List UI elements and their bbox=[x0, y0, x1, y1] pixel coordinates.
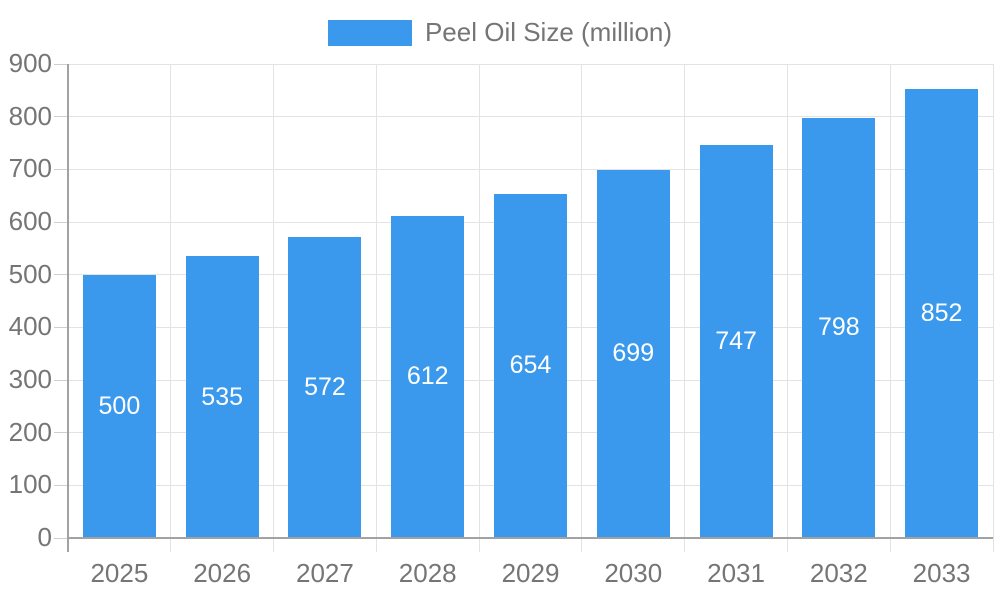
vertical-gridline bbox=[684, 64, 686, 552]
y-axis-label: 800 bbox=[8, 100, 52, 131]
vertical-gridline bbox=[786, 64, 788, 552]
y-axis-label: 0 bbox=[37, 521, 52, 552]
y-axis-tick bbox=[54, 221, 68, 223]
y-axis-label: 100 bbox=[8, 469, 52, 500]
bar-2026[interactable]: 535 bbox=[185, 256, 259, 538]
bar-value-label: 798 bbox=[817, 313, 860, 342]
bar-2030[interactable]: 699 bbox=[596, 169, 670, 538]
bar-value-label: 747 bbox=[715, 326, 757, 355]
bar-value-label: 654 bbox=[509, 351, 552, 380]
horizontal-gridline bbox=[68, 168, 993, 170]
x-axis-label: 2032 bbox=[809, 558, 868, 588]
x-axis-label: 2026 bbox=[193, 558, 252, 588]
vertical-gridline bbox=[581, 64, 583, 552]
y-axis-tick bbox=[54, 116, 68, 118]
y-axis-tick bbox=[54, 274, 68, 276]
horizontal-gridline bbox=[68, 63, 993, 65]
x-axis-label: 2033 bbox=[912, 558, 971, 588]
bar-2027[interactable]: 572 bbox=[288, 236, 362, 538]
bar-value-label: 572 bbox=[304, 372, 346, 401]
y-axis-tick bbox=[54, 326, 68, 328]
x-axis-label: 2025 bbox=[90, 558, 149, 588]
vertical-gridline bbox=[478, 64, 480, 552]
y-axis-tick bbox=[54, 63, 68, 65]
y-axis-tick bbox=[54, 484, 68, 486]
vertical-gridline bbox=[273, 64, 275, 552]
y-axis-tick bbox=[54, 537, 68, 539]
vertical-gridline bbox=[170, 64, 172, 552]
bar-value-label: 852 bbox=[920, 299, 963, 328]
bar-value-label: 699 bbox=[612, 339, 655, 368]
bar-2033[interactable]: 852 bbox=[905, 89, 979, 538]
y-axis-tick bbox=[54, 168, 68, 170]
y-axis-label: 500 bbox=[8, 258, 52, 289]
y-axis-label: 400 bbox=[8, 311, 52, 342]
bar-2031[interactable]: 747 bbox=[699, 144, 773, 538]
y-axis-label: 700 bbox=[8, 153, 52, 184]
legend[interactable]: Peel Oil Size (million) bbox=[0, 17, 1000, 48]
bar-value-label: 500 bbox=[98, 391, 141, 420]
vertical-gridline bbox=[992, 64, 994, 552]
bar-2032[interactable]: 798 bbox=[802, 117, 876, 538]
x-axis-label: 2030 bbox=[604, 558, 663, 588]
bar-2029[interactable]: 654 bbox=[494, 193, 567, 538]
vertical-gridline bbox=[889, 64, 891, 552]
y-axis-line bbox=[67, 64, 69, 552]
y-axis-label: 300 bbox=[8, 363, 52, 394]
horizontal-gridline bbox=[68, 116, 993, 118]
y-axis-label: 600 bbox=[8, 205, 52, 236]
x-axis-baseline bbox=[68, 537, 993, 539]
vertical-gridline bbox=[375, 64, 377, 552]
x-axis-label: 2028 bbox=[398, 558, 457, 588]
legend-swatch bbox=[327, 19, 412, 46]
x-axis-label: 2031 bbox=[707, 558, 765, 588]
x-axis-label: 2027 bbox=[296, 558, 354, 588]
y-axis-tick bbox=[54, 432, 68, 434]
bar-value-label: 612 bbox=[406, 362, 449, 391]
y-axis-label: 200 bbox=[8, 416, 52, 447]
bar-2025[interactable]: 500 bbox=[82, 274, 156, 538]
y-axis-label: 900 bbox=[8, 47, 52, 78]
y-axis-tick bbox=[54, 379, 68, 381]
bar-value-label: 535 bbox=[201, 382, 244, 411]
legend-series-label: Peel Oil Size (million) bbox=[424, 17, 673, 47]
x-axis-label: 2029 bbox=[501, 558, 560, 588]
bar-2028[interactable]: 612 bbox=[391, 215, 465, 538]
